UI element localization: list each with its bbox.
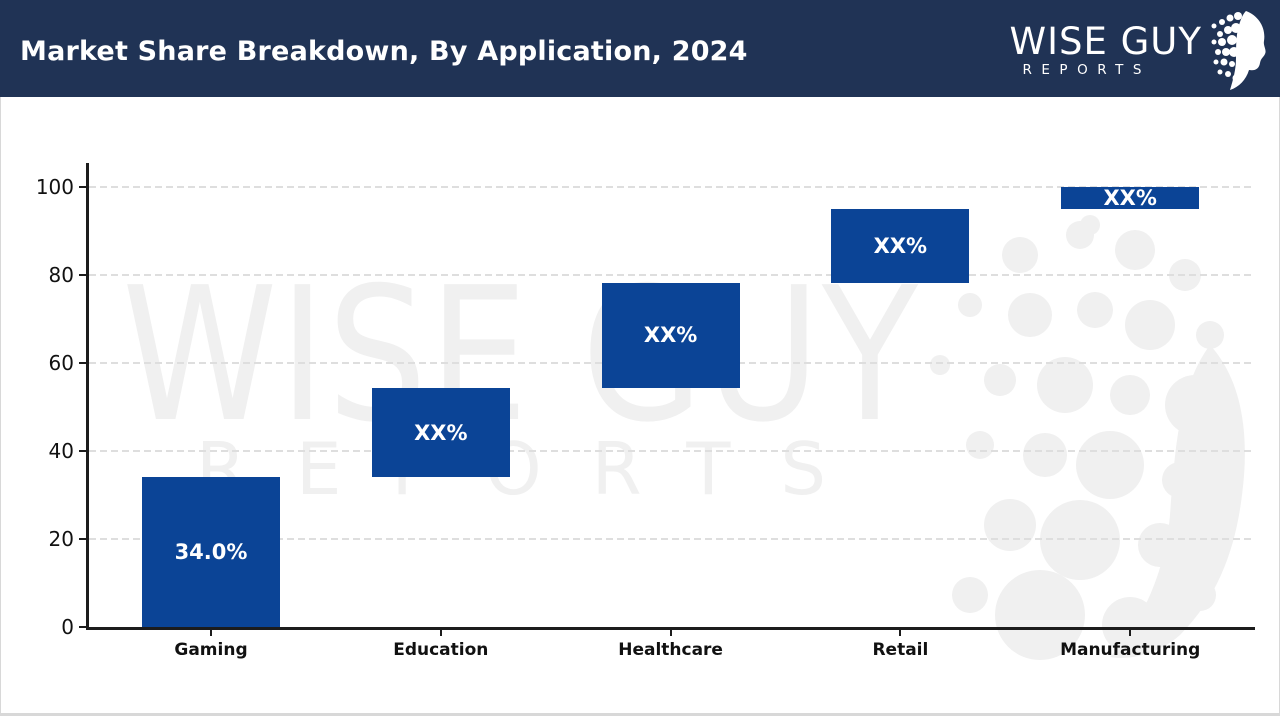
bar-manufacturing: XX%: [1061, 185, 1200, 210]
x-tick-label-4: Manufacturing: [1060, 640, 1201, 660]
x-tick-mark-0: [210, 630, 212, 636]
y-tick-label-20: 20: [48, 526, 74, 551]
x-tick-mark-4: [1129, 630, 1132, 636]
x-tick-mark-2: [669, 630, 672, 636]
bar-retail: XX%: [831, 208, 970, 283]
bar-value-label: XX%: [873, 233, 928, 258]
bar-value-label: XX%: [1103, 185, 1157, 210]
gridline-40: [89, 449, 1255, 452]
x-tick-label-2: Healthcare: [618, 640, 723, 660]
watermark-text-line1: WISE GUY: [122, 247, 920, 463]
y-tick-mark-20: [79, 537, 86, 540]
y-axis-line: [86, 163, 89, 630]
bar-value-label: XX%: [643, 323, 698, 348]
y-tick-label-80: 80: [48, 262, 74, 287]
brand-subname: REPORTS: [1022, 62, 1151, 78]
header-bar: Market Share Breakdown, By Application, …: [0, 0, 1280, 97]
y-tick-mark-40: [79, 449, 86, 452]
x-axis-line: [86, 627, 1255, 630]
brand-logo-text: WISE GUY REPORTS: [1009, 20, 1202, 79]
brand-name: WISE GUY: [1009, 20, 1202, 63]
y-tick-mark-80: [79, 273, 86, 276]
x-tick-mark-1: [439, 630, 442, 636]
brand-logo: WISE GUY REPORTS: [1010, 8, 1266, 92]
page-title: Market Share Breakdown, By Application, …: [20, 36, 748, 67]
bar-healthcare: XX%: [601, 282, 740, 388]
gridline-100: [89, 185, 1255, 188]
bar-education: XX%: [371, 387, 510, 478]
gridline-20: [89, 537, 1255, 540]
bar-gaming: 34.0%: [142, 477, 280, 627]
x-tick-label-0: Gaming: [174, 640, 248, 660]
watermark-text-line2: REPORTS: [196, 427, 877, 511]
y-tick-mark-0: [79, 626, 86, 628]
footer-divider: [0, 713, 1280, 716]
y-tick-label-40: 40: [48, 438, 74, 463]
y-tick-label-0: 0: [61, 615, 74, 639]
x-tick-mark-3: [899, 630, 902, 636]
y-tick-mark-60: [79, 361, 86, 364]
gridline-80: [89, 273, 1255, 276]
x-tick-label-3: Retail: [872, 640, 929, 660]
y-tick-label-100: 100: [35, 174, 74, 199]
bar-value-label: 34.0%: [174, 540, 248, 565]
x-tick-label-1: Education: [393, 640, 489, 660]
bar-value-label: XX%: [414, 420, 468, 445]
brand-head-icon: [1211, 11, 1266, 90]
y-tick-label-60: 60: [48, 350, 74, 375]
y-tick-mark-100: [79, 185, 86, 188]
